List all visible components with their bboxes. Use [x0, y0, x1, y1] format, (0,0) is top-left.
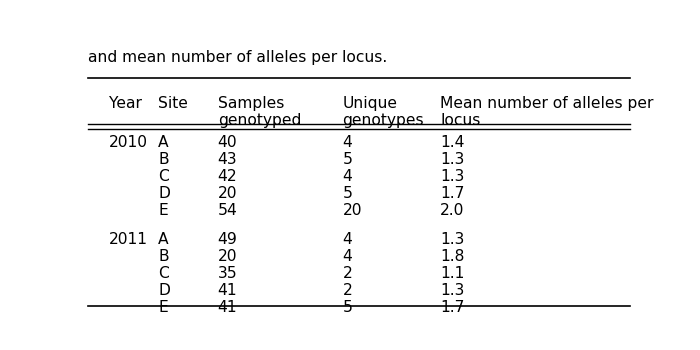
- Text: 1.8: 1.8: [440, 249, 465, 264]
- Text: 43: 43: [218, 152, 237, 167]
- Text: 1.3: 1.3: [440, 283, 465, 298]
- Text: Year: Year: [109, 96, 142, 111]
- Text: 1.7: 1.7: [440, 300, 465, 315]
- Text: 40: 40: [218, 135, 237, 150]
- Text: Samples
genotyped: Samples genotyped: [218, 96, 301, 128]
- Text: 1.7: 1.7: [440, 186, 465, 201]
- Text: D: D: [158, 283, 170, 298]
- Text: 1.3: 1.3: [440, 169, 465, 184]
- Text: 41: 41: [218, 300, 237, 315]
- Text: 42: 42: [218, 169, 237, 184]
- Text: 20: 20: [218, 249, 237, 264]
- Text: 4: 4: [342, 135, 352, 150]
- Text: 2: 2: [342, 283, 352, 298]
- Text: 5: 5: [342, 186, 353, 201]
- Text: 1.1: 1.1: [440, 266, 465, 281]
- Text: 4: 4: [342, 232, 352, 247]
- Text: E: E: [158, 203, 168, 218]
- Text: B: B: [158, 152, 169, 167]
- Text: Mean number of alleles per
locus: Mean number of alleles per locus: [440, 96, 654, 128]
- Text: 41: 41: [218, 283, 237, 298]
- Text: E: E: [158, 300, 168, 315]
- Text: 54: 54: [218, 203, 237, 218]
- Text: 20: 20: [342, 203, 362, 218]
- Text: 35: 35: [218, 266, 237, 281]
- Text: C: C: [158, 266, 169, 281]
- Text: 4: 4: [342, 249, 352, 264]
- Text: 2011: 2011: [109, 232, 148, 247]
- Text: 2010: 2010: [109, 135, 148, 150]
- Text: and mean number of alleles per locus.: and mean number of alleles per locus.: [88, 50, 386, 65]
- Text: 4: 4: [342, 169, 352, 184]
- Text: 5: 5: [342, 152, 353, 167]
- Text: 2.0: 2.0: [440, 203, 465, 218]
- Text: Unique
genotypes: Unique genotypes: [342, 96, 424, 128]
- Text: 1.3: 1.3: [440, 232, 465, 247]
- Text: 1.4: 1.4: [440, 135, 465, 150]
- Text: D: D: [158, 186, 170, 201]
- Text: 49: 49: [218, 232, 237, 247]
- Text: 20: 20: [218, 186, 237, 201]
- Text: C: C: [158, 169, 169, 184]
- Text: 5: 5: [342, 300, 353, 315]
- Text: A: A: [158, 135, 169, 150]
- Text: 1.3: 1.3: [440, 152, 465, 167]
- Text: B: B: [158, 249, 169, 264]
- Text: Site: Site: [158, 96, 188, 111]
- Text: 2: 2: [342, 266, 352, 281]
- Text: A: A: [158, 232, 169, 247]
